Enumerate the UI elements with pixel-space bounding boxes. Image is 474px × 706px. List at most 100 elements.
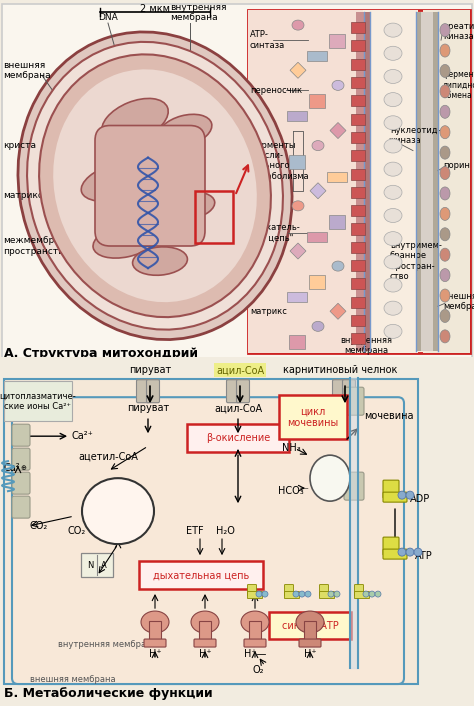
Text: мочевина: мочевина	[364, 411, 413, 421]
FancyBboxPatch shape	[351, 187, 365, 198]
Ellipse shape	[440, 330, 450, 343]
FancyBboxPatch shape	[355, 585, 364, 596]
Text: CO₂: CO₂	[68, 526, 86, 536]
Polygon shape	[330, 123, 346, 138]
FancyBboxPatch shape	[144, 639, 166, 647]
Text: крeатин-
киназа: крeатин- киназа	[443, 22, 474, 42]
FancyBboxPatch shape	[351, 333, 365, 345]
FancyBboxPatch shape	[95, 126, 205, 246]
FancyBboxPatch shape	[433, 12, 438, 352]
FancyBboxPatch shape	[356, 12, 364, 352]
FancyBboxPatch shape	[343, 380, 356, 402]
Text: внешняя
мембрана: внешняя мембрана	[443, 292, 474, 311]
Text: матрикс: матрикс	[3, 191, 43, 201]
Text: H⁺: H⁺	[199, 649, 211, 659]
Text: внешняя
мембрана: внешняя мембрана	[3, 61, 51, 80]
FancyBboxPatch shape	[269, 612, 351, 639]
Ellipse shape	[165, 192, 215, 220]
FancyBboxPatch shape	[247, 585, 256, 596]
Ellipse shape	[384, 255, 402, 269]
Ellipse shape	[384, 47, 402, 60]
Ellipse shape	[440, 85, 450, 98]
Text: ADP: ADP	[410, 494, 430, 504]
FancyBboxPatch shape	[81, 553, 113, 577]
Text: A: A	[101, 561, 107, 570]
Polygon shape	[290, 62, 306, 78]
Text: ферменты
липидного
обмена: ферменты липидного обмена	[443, 71, 474, 100]
Ellipse shape	[384, 116, 402, 130]
Ellipse shape	[398, 548, 406, 556]
FancyBboxPatch shape	[227, 380, 239, 402]
FancyBboxPatch shape	[423, 10, 470, 354]
FancyBboxPatch shape	[364, 12, 370, 352]
Ellipse shape	[384, 278, 402, 292]
Text: межмембранное
пространство: межмембранное пространство	[3, 237, 83, 256]
Text: "дыхатель-
ная цепь": "дыхатель- ная цепь"	[250, 223, 300, 243]
FancyBboxPatch shape	[247, 592, 263, 599]
FancyBboxPatch shape	[4, 379, 418, 684]
Ellipse shape	[296, 611, 324, 633]
Text: Ca²⁺: Ca²⁺	[72, 431, 94, 441]
Ellipse shape	[384, 208, 402, 222]
FancyBboxPatch shape	[12, 448, 30, 470]
Text: H₂O: H₂O	[216, 526, 235, 536]
Ellipse shape	[440, 64, 450, 78]
Text: цитоплазматиче-
ские ионы Ca²⁺: цитоплазматиче- ские ионы Ca²⁺	[0, 392, 76, 411]
FancyBboxPatch shape	[351, 132, 365, 143]
FancyBboxPatch shape	[4, 381, 72, 421]
FancyBboxPatch shape	[344, 472, 364, 500]
Text: N: N	[87, 561, 93, 570]
Text: внутримем-
бранное
простран-
ство: внутримем- бранное простран- ство	[390, 241, 442, 281]
FancyBboxPatch shape	[12, 397, 404, 684]
Ellipse shape	[241, 611, 269, 633]
FancyBboxPatch shape	[12, 472, 30, 494]
Text: внутренняя
мембрана: внутренняя мембрана	[340, 336, 392, 355]
FancyBboxPatch shape	[194, 639, 216, 647]
Ellipse shape	[332, 261, 344, 271]
FancyBboxPatch shape	[329, 34, 345, 48]
Polygon shape	[310, 183, 326, 199]
Text: внешняя мембрана: внешняя мембрана	[30, 674, 116, 683]
Text: Б. Метаболические функции: Б. Метаболические функции	[4, 686, 213, 700]
FancyBboxPatch shape	[146, 380, 159, 402]
FancyBboxPatch shape	[287, 112, 307, 121]
Ellipse shape	[53, 69, 257, 302]
Ellipse shape	[440, 249, 450, 261]
FancyBboxPatch shape	[137, 380, 149, 402]
Ellipse shape	[292, 201, 304, 211]
Ellipse shape	[158, 114, 212, 147]
Text: внутренняя
мембрана: внутренняя мембрана	[170, 3, 227, 22]
Ellipse shape	[82, 478, 154, 544]
Text: переносчик: переносчик	[250, 86, 302, 95]
Ellipse shape	[384, 69, 402, 83]
FancyBboxPatch shape	[284, 585, 293, 596]
FancyBboxPatch shape	[383, 537, 399, 555]
Ellipse shape	[440, 309, 450, 323]
FancyBboxPatch shape	[287, 292, 307, 302]
FancyBboxPatch shape	[351, 242, 365, 253]
Text: 2 мкм: 2 мкм	[140, 4, 170, 14]
Ellipse shape	[312, 140, 324, 150]
FancyBboxPatch shape	[351, 22, 365, 33]
FancyBboxPatch shape	[327, 172, 347, 181]
FancyBboxPatch shape	[149, 621, 161, 643]
Text: ETF: ETF	[186, 526, 204, 536]
Polygon shape	[290, 243, 306, 259]
Text: А. Структура митохондрий: А. Структура митохондрий	[4, 347, 198, 360]
Ellipse shape	[384, 301, 402, 315]
Ellipse shape	[102, 98, 168, 143]
Ellipse shape	[310, 455, 350, 501]
FancyBboxPatch shape	[351, 40, 365, 52]
FancyBboxPatch shape	[351, 114, 365, 125]
FancyBboxPatch shape	[416, 12, 421, 352]
FancyBboxPatch shape	[332, 380, 346, 402]
FancyBboxPatch shape	[248, 10, 470, 354]
FancyBboxPatch shape	[289, 155, 305, 169]
Ellipse shape	[440, 126, 450, 139]
FancyBboxPatch shape	[279, 395, 347, 439]
Text: цитрат-
ный цикл: цитрат- ный цикл	[93, 498, 143, 520]
FancyBboxPatch shape	[309, 95, 325, 109]
Text: NH₃: NH₃	[282, 443, 301, 453]
FancyBboxPatch shape	[289, 335, 305, 349]
Text: цикл
мочевины: цикл мочевины	[287, 407, 338, 428]
